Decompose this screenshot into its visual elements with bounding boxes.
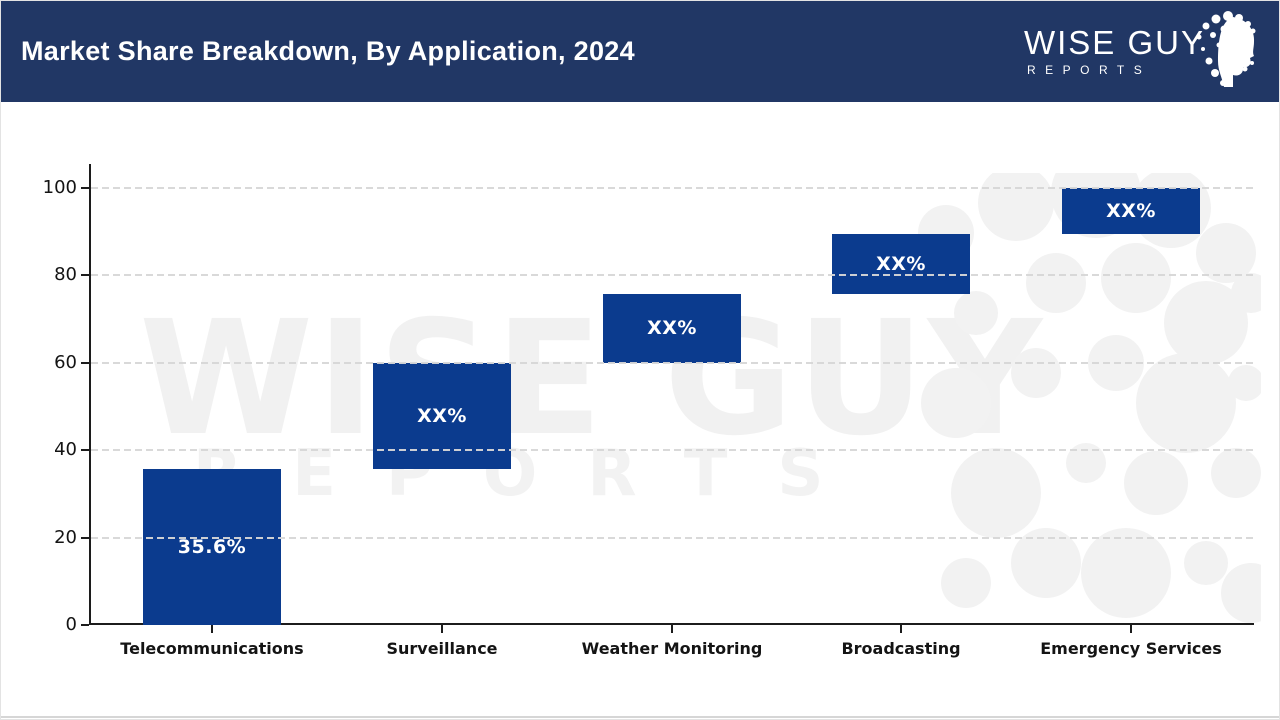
logo-wiseguy-label: WISE GUY	[1023, 24, 1205, 61]
x-category-label-surveillance: Surveillance	[386, 639, 498, 658]
header: Market Share Breakdown, By Application, …	[1, 1, 1279, 102]
x-tick-mark	[441, 625, 443, 633]
y-tick-label: 20	[54, 526, 77, 548]
x-tick-mark	[671, 625, 673, 633]
y-tick-mark	[81, 187, 89, 189]
x-category-label-emergency-services: Emergency Services	[1040, 639, 1222, 658]
bar-value-label: XX%	[647, 317, 697, 340]
bar-broadcasting: XX%	[832, 233, 970, 294]
plot-area	[89, 164, 1254, 625]
y-tick-label: 0	[65, 614, 77, 635]
y-tick-mark	[81, 274, 89, 277]
bar-surveillance: XX%	[373, 362, 511, 470]
y-tick-label: 100	[42, 177, 77, 198]
bar-value-label: XX%	[417, 405, 467, 428]
chart-title: Market Share Breakdown, By Application, …	[21, 36, 635, 66]
gridline-60	[91, 361, 1254, 364]
logo-reports-label: REPORTS	[1026, 63, 1152, 77]
wiseguy-logo: WISE GUY REPORTS	[1024, 10, 1257, 93]
x-tick-mark	[900, 625, 902, 633]
x-tick-mark	[1130, 625, 1132, 633]
gridline-100	[91, 187, 1254, 189]
bar-value-label: XX%	[1106, 199, 1156, 222]
bar-value-label: XX%	[876, 252, 926, 275]
bar-weather-monitoring: XX%	[603, 293, 741, 363]
gridline-80	[91, 274, 1254, 277]
bar-value-label: 35.6%	[177, 536, 247, 559]
x-category-label-broadcasting: Broadcasting	[841, 639, 961, 658]
y-tick-mark	[81, 361, 89, 364]
x-tick-mark	[211, 625, 213, 633]
bar-telecommunications: 35.6%	[143, 469, 281, 625]
bottom-divider	[1, 716, 1279, 718]
y-tick-mark	[81, 449, 89, 452]
y-tick-label: 80	[54, 264, 77, 286]
gridline-40	[91, 449, 1254, 452]
gridline-20	[91, 536, 1254, 539]
wiseguy-head-icon	[1196, 10, 1256, 87]
y-tick-mark	[81, 624, 89, 626]
y-tick-mark	[81, 536, 89, 539]
bar-emergency-services: XX%	[1062, 188, 1200, 234]
wiseguy-logo-text: WISE GUY REPORTS	[1024, 26, 1205, 77]
y-tick-label: 40	[54, 439, 77, 461]
y-tick-label: 60	[54, 351, 77, 373]
watermark-wiseguy-text: WISE GUY	[139, 287, 1046, 471]
x-category-label-telecommunications: Telecommunications	[120, 639, 304, 658]
x-category-label-weather-monitoring: Weather Monitoring	[581, 639, 763, 658]
